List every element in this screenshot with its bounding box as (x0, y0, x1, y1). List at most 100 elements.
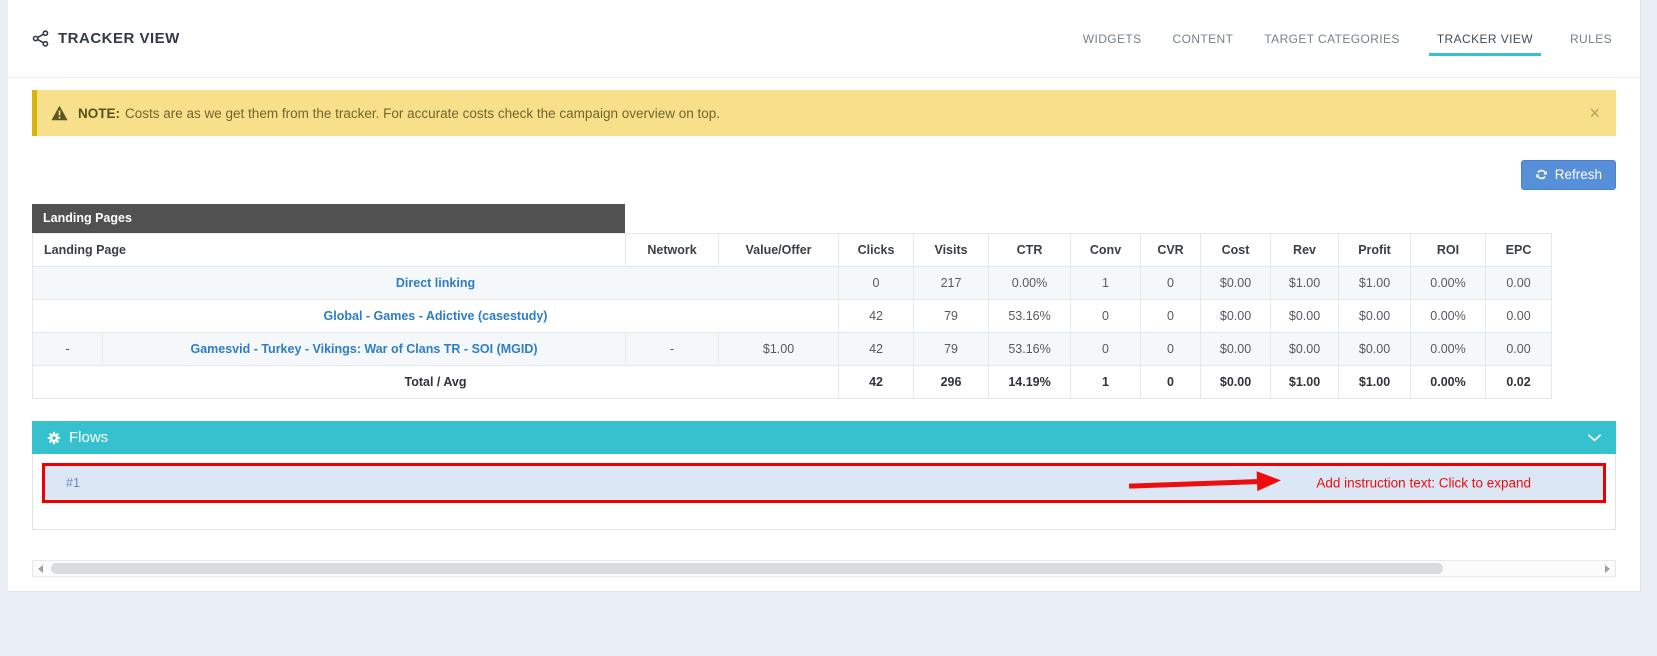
refresh-button-label: Refresh (1554, 167, 1602, 182)
epc-cell: 0.00 (1485, 266, 1553, 300)
scroll-right-arrow-icon[interactable] (1605, 564, 1610, 573)
column-profit: Profit (1338, 233, 1412, 267)
column-ctr: CTR (988, 233, 1072, 267)
total-label-cell: Total / Avg (31, 365, 840, 399)
clicks-cell: 0 (838, 266, 915, 300)
roi-cell: 0.00% (1410, 299, 1487, 333)
total-rev-cell: $1.00 (1270, 365, 1340, 399)
clicks-cell: 42 (838, 299, 915, 333)
annotation-highlight-box: #1 Add instruction text: Click to expand (42, 463, 1606, 503)
flow-row-1[interactable]: #1 Add instruction text: Click to expand (45, 466, 1603, 500)
total-cost-cell: $0.00 (1200, 365, 1272, 399)
flows-body: #1 Add instruction text: Click to expand (32, 454, 1616, 530)
conv-cell: 0 (1070, 299, 1142, 333)
column-epc: EPC (1485, 233, 1553, 267)
main-panel: TRACKER VIEW WIDGETS CONTENT TARGET CATE… (8, 0, 1641, 592)
column-rev: Rev (1270, 233, 1340, 267)
landing-pages-section-title: Landing Pages (32, 204, 625, 233)
rev-cell: $0.00 (1270, 299, 1340, 333)
note-banner: NOTE: Costs are as we get them from the … (32, 90, 1616, 136)
column-visits: Visits (913, 233, 990, 267)
table-row: Global - Games - Adictive (casestudy) 42… (31, 299, 1553, 333)
landing-pages-table: Landing Page Network Value/Offer Clicks … (31, 233, 1553, 399)
nav-tabs: WIDGETS CONTENT TARGET CATEGORIES TRACKE… (1081, 22, 1614, 56)
column-cvr: CVR (1140, 233, 1202, 267)
page-title: TRACKER VIEW (58, 30, 180, 47)
column-clicks: Clicks (838, 233, 915, 267)
epc-cell: 0.00 (1485, 299, 1553, 333)
chevron-down-icon[interactable] (1588, 433, 1601, 442)
total-profit-cell: $1.00 (1338, 365, 1412, 399)
scroll-left-arrow-icon[interactable] (38, 564, 43, 573)
annotation-text: Add instruction text: Click to expand (1316, 475, 1531, 491)
rev-cell: $0.00 (1270, 332, 1340, 366)
landing-pages-section: Landing Pages Landing Page Network Value… (31, 204, 1616, 399)
landing-page-cell: Global - Games - Adictive (casestudy) (31, 299, 840, 333)
landing-page-link[interactable]: Direct linking (395, 276, 476, 290)
flow-row-label[interactable]: #1 (66, 476, 80, 490)
annotation-arrow-icon (1128, 470, 1282, 495)
ctr-cell: 53.16% (988, 332, 1072, 366)
cost-cell: $0.00 (1200, 332, 1272, 366)
refresh-button[interactable]: Refresh (1520, 160, 1616, 190)
landing-page-cell: Gamesvid - Turkey - Vikings: War of Clan… (102, 332, 627, 366)
conv-cell: 0 (1070, 332, 1142, 366)
table-row: - Gamesvid - Turkey - Vikings: War of Cl… (32, 332, 1553, 366)
ctr-cell: 0.00% (988, 266, 1072, 300)
profit-cell: $0.00 (1338, 299, 1412, 333)
total-roi-cell: 0.00% (1410, 365, 1487, 399)
tab-target-categories[interactable]: TARGET CATEGORIES (1264, 31, 1400, 46)
roi-cell: 0.00% (1410, 332, 1487, 366)
rev-cell: $1.00 (1270, 266, 1340, 300)
close-icon[interactable]: × (1589, 103, 1600, 123)
landing-page-cell: Direct linking (31, 266, 840, 300)
title-wrap: TRACKER VIEW (32, 30, 180, 47)
tab-rules[interactable]: RULES (1569, 31, 1612, 46)
total-clicks-cell: 42 (838, 365, 915, 399)
cvr-cell: 0 (1140, 299, 1202, 333)
column-cost: Cost (1200, 233, 1272, 267)
ctr-cell: 53.16% (988, 299, 1072, 333)
visits-cell: 79 (913, 299, 990, 333)
share-icon (32, 30, 49, 47)
table-header-row: Landing Page Network Value/Offer Clicks … (31, 233, 1553, 267)
cvr-cell: 0 (1140, 332, 1202, 366)
note-label: NOTE: (78, 105, 120, 121)
landing-page-link[interactable]: Gamesvid - Turkey - Vikings: War of Clan… (190, 342, 538, 356)
total-cvr-cell: 0 (1140, 365, 1202, 399)
column-landing-page: Landing Page (31, 233, 627, 267)
page-header: TRACKER VIEW WIDGETS CONTENT TARGET CATE… (8, 0, 1640, 78)
flows-header-bar[interactable]: Flows (32, 421, 1616, 454)
tab-content[interactable]: CONTENT (1172, 31, 1234, 46)
clicks-cell: 42 (838, 332, 915, 366)
value-offer-cell: $1.00 (718, 332, 840, 366)
content-area: NOTE: Costs are as we get them from the … (8, 90, 1640, 577)
total-conv-cell: 1 (1070, 365, 1142, 399)
horizontal-scrollbar[interactable] (32, 560, 1616, 577)
tab-tracker-view[interactable]: TRACKER VIEW (1428, 22, 1541, 56)
total-epc-cell: 0.02 (1485, 365, 1553, 399)
sub-row-prefix-cell: - (32, 332, 103, 366)
network-cell: - (625, 332, 720, 366)
total-ctr-cell: 14.19% (988, 365, 1072, 399)
table-row: Direct linking 0 217 0.00% 1 0 $0.00 $1.… (31, 266, 1553, 300)
visits-cell: 217 (913, 266, 990, 300)
column-network: Network (625, 233, 720, 267)
refresh-icon (1535, 168, 1548, 181)
cost-cell: $0.00 (1200, 266, 1272, 300)
profit-cell: $0.00 (1338, 332, 1412, 366)
cvr-cell: 0 (1140, 266, 1202, 300)
flows-section: Flows #1 Add instruction text: Click to … (32, 421, 1616, 530)
column-value-offer: Value/Offer (718, 233, 840, 267)
column-roi: ROI (1410, 233, 1487, 267)
roi-cell: 0.00% (1410, 266, 1487, 300)
flows-title: Flows (69, 429, 109, 446)
scrollbar-thumb[interactable] (51, 563, 1444, 574)
gear-icon (47, 431, 61, 445)
epc-cell: 0.00 (1485, 332, 1553, 366)
total-visits-cell: 296 (913, 365, 990, 399)
tab-widgets[interactable]: WIDGETS (1082, 31, 1142, 46)
landing-page-link[interactable]: Global - Games - Adictive (casestudy) (323, 309, 548, 323)
conv-cell: 1 (1070, 266, 1142, 300)
visits-cell: 79 (913, 332, 990, 366)
